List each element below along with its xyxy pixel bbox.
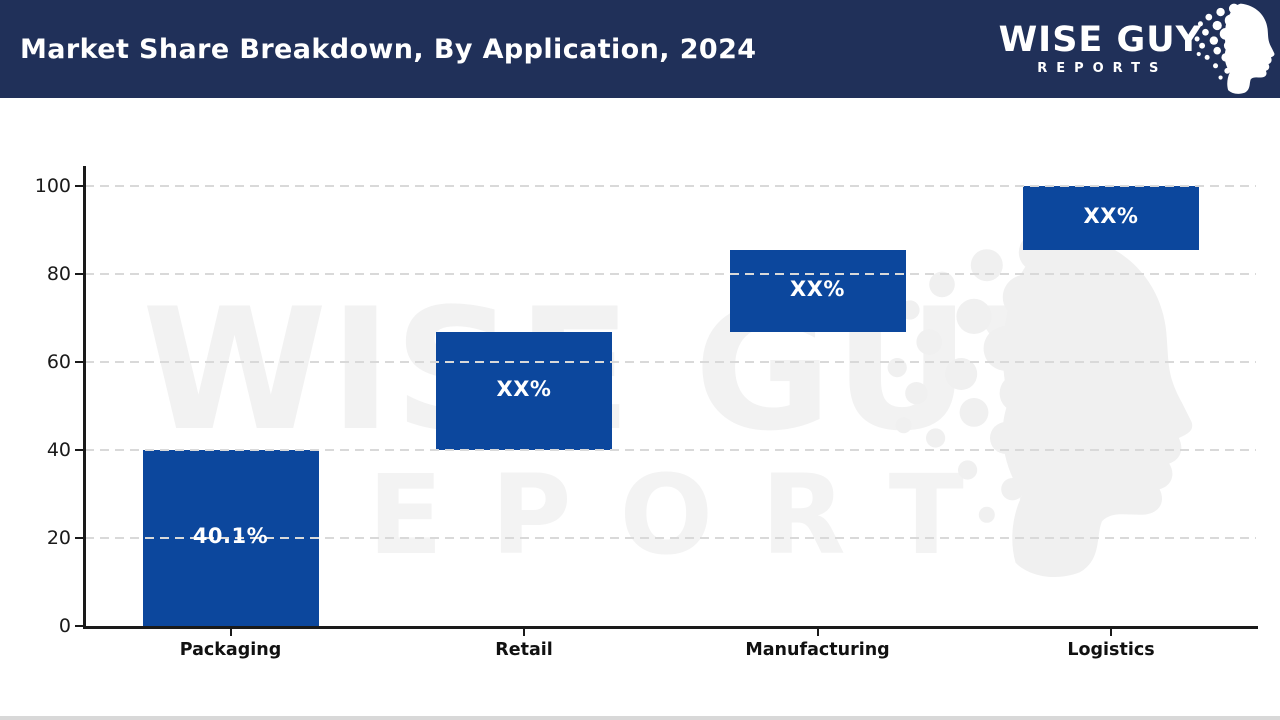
y-tick-label: 0 — [58, 615, 71, 637]
y-tick — [75, 361, 83, 363]
bar-value-label: XX% — [496, 376, 552, 401]
y-tick — [75, 185, 83, 187]
y-tick-label: 100 — [34, 175, 71, 197]
bar-value-label: XX% — [790, 276, 845, 301]
logo-wordmark: WISE GUY REPORTS — [999, 22, 1202, 76]
y-tick-label: 40 — [46, 439, 71, 461]
gridline-20 — [85, 537, 1256, 539]
y-tick — [75, 625, 83, 627]
watermark-text-line1: WISE GUY — [142, 272, 1097, 468]
logo: WISE GUY REPORTS — [999, 0, 1276, 98]
bar-manufacturing — [729, 249, 906, 333]
gridline-100 — [85, 185, 1256, 187]
x-tick — [229, 629, 232, 636]
y-tick — [75, 273, 83, 275]
gridline-60 — [85, 361, 1256, 363]
y-tick — [75, 449, 83, 451]
bar-value-label: 40.1% — [192, 523, 269, 548]
y-tick — [75, 537, 83, 539]
watermark-text-line2: REPORTS — [235, 451, 1139, 579]
bar-value-label: XX% — [1083, 203, 1139, 228]
header: Market Share Breakdown, By Application, … — [0, 0, 1280, 98]
gridline-80 — [85, 273, 1256, 275]
logo-wordmark-line2: REPORTS — [1037, 61, 1168, 76]
bottom-border — [0, 716, 1280, 720]
gridline-40 — [85, 449, 1256, 451]
bar-logistics — [1023, 186, 1199, 250]
bar-retail — [436, 332, 612, 450]
x-axis-spine — [83, 626, 1258, 629]
y-axis-spine — [83, 166, 86, 629]
x-tick — [1110, 629, 1112, 636]
x-category-label: Logistics — [1067, 640, 1155, 660]
x-tick — [816, 629, 819, 636]
y-tick-label: 80 — [46, 263, 71, 285]
x-tick — [523, 629, 525, 636]
y-tick-label: 60 — [46, 351, 71, 373]
page-title: Market Share Breakdown, By Application, … — [20, 33, 757, 65]
logo-wordmark-line1: WISE GUY — [998, 20, 1202, 60]
x-category-label: Manufacturing — [745, 640, 890, 660]
y-tick-label: 20 — [46, 527, 71, 549]
chart-area: WISE GUY REPORTS 40.1% XX% XX% XX% 0 20 40 60 8… — [0, 98, 1280, 716]
x-category-label: Packaging — [179, 640, 282, 660]
logo-head-icon — [1194, 3, 1275, 94]
x-category-label: Retail — [495, 640, 553, 660]
